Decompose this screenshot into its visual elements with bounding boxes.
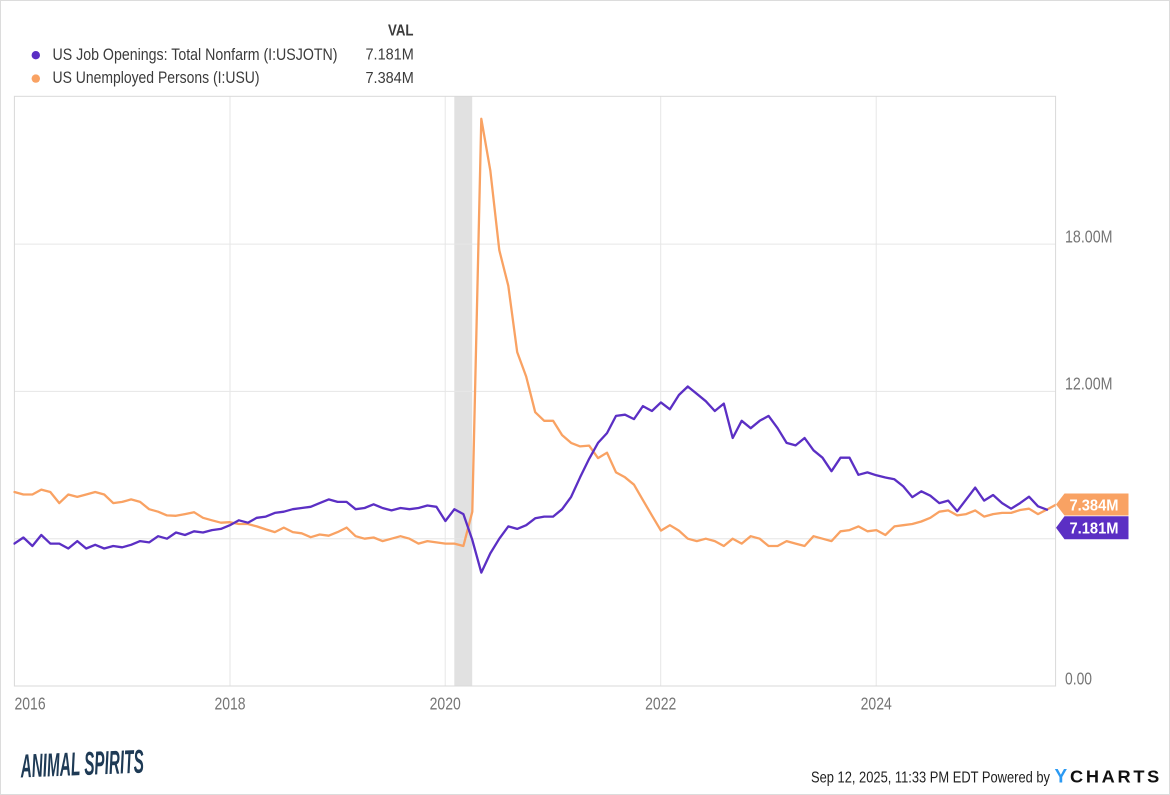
svg-text:2022: 2022 xyxy=(645,694,676,714)
svg-text:Sep 12, 2025, 11:33 PM EDT Pow: Sep 12, 2025, 11:33 PM EDT Powered by xyxy=(811,769,1050,786)
svg-text:0.00: 0.00 xyxy=(1065,668,1092,688)
svg-text:US Job Openings: Total Nonfarm: US Job Openings: Total Nonfarm (I:USJOTN… xyxy=(53,45,338,64)
svg-text:CHARTS: CHARTS xyxy=(1070,766,1162,786)
svg-text:Y: Y xyxy=(1055,766,1068,787)
svg-text:12.00M: 12.00M xyxy=(1065,374,1113,394)
svg-text:7.181M: 7.181M xyxy=(1070,521,1119,538)
svg-text:7.181M: 7.181M xyxy=(366,47,414,64)
svg-text:2016: 2016 xyxy=(15,694,46,714)
svg-text:ANIMAL SPIRITS: ANIMAL SPIRITS xyxy=(19,743,144,785)
svg-text:7.384M: 7.384M xyxy=(366,70,414,87)
svg-text:US Unemployed Persons (I:USU): US Unemployed Persons (I:USU) xyxy=(53,68,260,87)
svg-text:2024: 2024 xyxy=(861,694,892,714)
svg-text:7.384M: 7.384M xyxy=(1070,497,1119,514)
svg-text:2020: 2020 xyxy=(430,694,461,714)
svg-text:VAL: VAL xyxy=(388,23,414,40)
svg-text:18.00M: 18.00M xyxy=(1065,226,1113,246)
svg-text:2018: 2018 xyxy=(214,694,245,714)
